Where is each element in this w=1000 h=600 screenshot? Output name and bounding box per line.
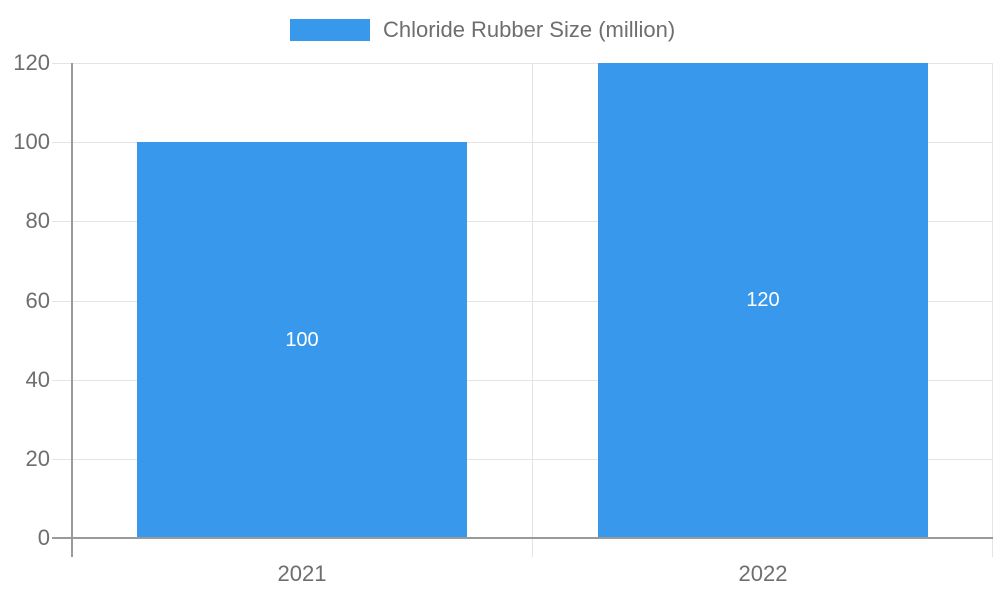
gridline-vertical — [992, 63, 993, 557]
x-tick-label: 2021 — [277, 561, 327, 586]
gridline-horizontal — [52, 221, 993, 222]
bar-value-label: 120 — [746, 289, 780, 311]
y-tick-label: 100 — [13, 129, 50, 154]
y-tick-label: 20 — [25, 446, 50, 471]
legend-label: Chloride Rubber Size (million) — [383, 17, 676, 42]
bar[interactable]: 120 — [598, 63, 928, 538]
gridline-horizontal — [52, 459, 993, 460]
gridline-vertical — [532, 63, 533, 557]
gridline-horizontal — [52, 380, 993, 381]
bar-value-label: 100 — [285, 328, 319, 351]
y-tick-label: 40 — [25, 367, 50, 392]
y-tick-label: 120 — [13, 50, 50, 75]
y-tick-label: 60 — [25, 288, 50, 313]
y-axis-line — [71, 63, 73, 557]
x-axis-line — [52, 537, 993, 539]
y-tick-label: 0 — [37, 525, 50, 550]
gridline-horizontal — [52, 63, 993, 64]
bar[interactable]: 100 — [137, 142, 467, 538]
y-tick-label: 80 — [25, 208, 50, 233]
plot-area: 100 120 — [52, 63, 993, 557]
legend-swatch — [290, 19, 370, 41]
legend[interactable]: Chloride Rubber Size (million) — [290, 17, 675, 43]
gridline-horizontal — [52, 142, 993, 143]
gridline-horizontal — [52, 301, 993, 302]
x-tick-label: 2022 — [738, 561, 788, 586]
